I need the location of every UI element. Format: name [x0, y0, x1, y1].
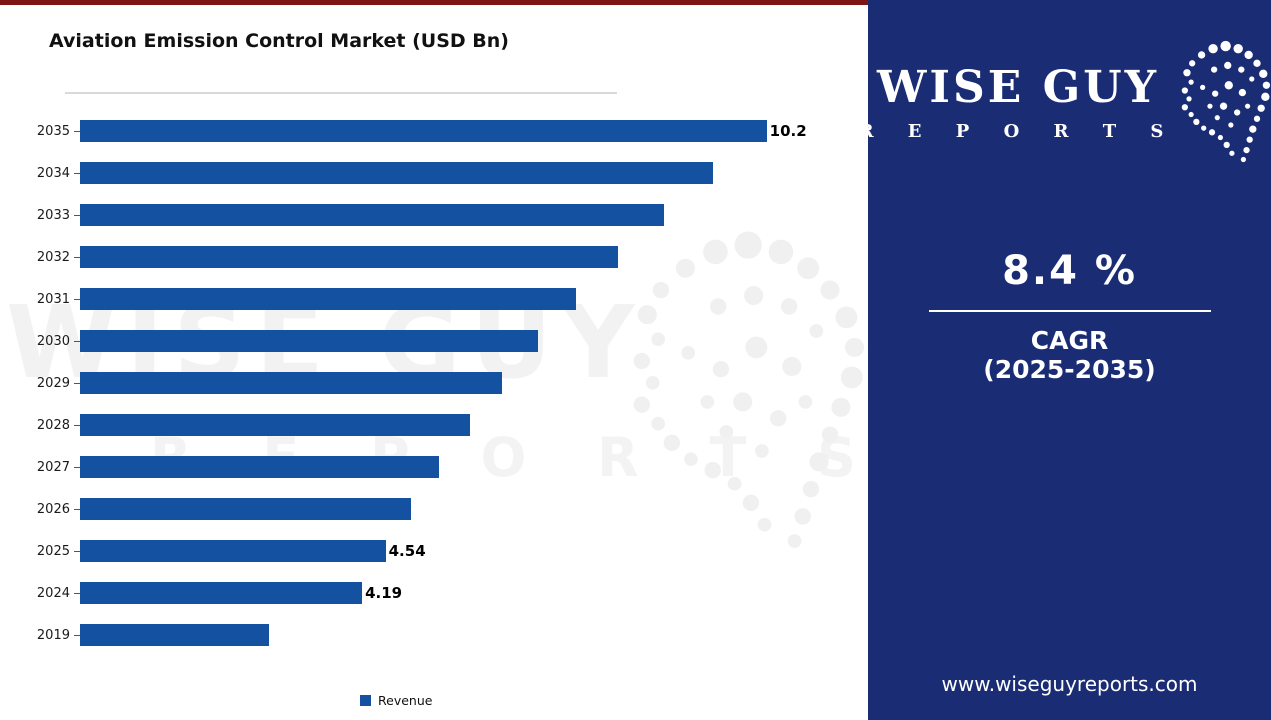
bar: [80, 162, 713, 184]
y-axis-label: 2033: [36, 207, 70, 223]
axis-tick: [74, 634, 80, 636]
dotted-head-icon: [1182, 40, 1271, 163]
axis-tick: [74, 214, 80, 216]
data-label: 4.19: [365, 584, 403, 602]
axis-tick: [74, 256, 80, 258]
bar: [80, 498, 412, 520]
cagr-value: 8.4 %: [1002, 248, 1137, 294]
axis-tick: [74, 508, 80, 510]
bar: [80, 414, 470, 436]
bar-row: 2030: [22, 320, 834, 362]
bar-area: [80, 404, 834, 446]
bar-row: 2029: [22, 362, 834, 404]
data-label: 10.2: [769, 122, 807, 140]
bar-area: [80, 152, 834, 194]
bar-row: 2031: [22, 278, 834, 320]
bar: [80, 288, 577, 310]
y-axis-label: 2028: [36, 417, 70, 433]
bar: [80, 204, 664, 226]
bar-area: [80, 446, 834, 488]
y-axis-label: 2029: [36, 375, 70, 391]
cagr-range: (2025-2035): [983, 355, 1156, 384]
axis-tick: [74, 298, 80, 300]
bar-row: 2034: [22, 152, 834, 194]
axis-tick: [74, 382, 80, 384]
legend-label: Revenue: [378, 693, 433, 708]
y-axis-label: 2031: [36, 291, 70, 307]
bar-chart: 2035 10.2 2034 2033 2032 2031 2030 2029 2028 2027…: [22, 110, 834, 656]
axis-tick: [74, 466, 80, 468]
cagr-title: CAGR: [1030, 326, 1109, 355]
bar-area: 4.54: [80, 530, 834, 572]
bar-row: 2035 10.2: [22, 110, 834, 152]
website-url: www.wiseguyreports.com: [941, 672, 1198, 696]
legend: Revenue: [360, 693, 432, 708]
axis-tick: [74, 424, 80, 426]
bar: [80, 120, 767, 142]
bar-area: [80, 488, 834, 530]
y-axis-label: 2025: [36, 543, 70, 559]
axis-tick: [74, 550, 80, 552]
chart-title: Aviation Emission Control Market (USD Bn…: [49, 30, 509, 52]
bar-area: [80, 236, 834, 278]
axis-tick: [74, 172, 80, 174]
y-axis-label: 2030: [36, 333, 70, 349]
top-accent-strip: [0, 0, 868, 5]
axis-tick: [74, 340, 80, 342]
bar-area: 4.19: [80, 572, 834, 614]
bar-row: 2026: [22, 488, 834, 530]
bar-area: [80, 194, 834, 236]
y-axis-label: 2019: [36, 627, 70, 643]
y-axis-label: 2027: [36, 459, 70, 475]
bar: [80, 582, 363, 604]
bar-area: [80, 320, 834, 362]
bar-area: [80, 614, 834, 656]
brand-logo: WISE GUY R E P O R T S: [859, 38, 1271, 166]
bar-row: 2032: [22, 236, 834, 278]
axis-tick: [74, 592, 80, 594]
bar-row: 2027: [22, 446, 834, 488]
y-axis-label: 2024: [36, 585, 70, 601]
bar: [80, 372, 503, 394]
bar-area: [80, 362, 834, 404]
brand-logo-text: WISE GUY R E P O R T S: [859, 62, 1178, 142]
bar-row: 2024 4.19: [22, 572, 834, 614]
bar: [80, 624, 269, 646]
brand-panel: WISE GUY R E P O R T S 8.4 % CAGR (2025-…: [859, 0, 1271, 720]
bar-area: [80, 278, 834, 320]
axis-tick: [74, 130, 80, 132]
y-axis-label: 2032: [36, 249, 70, 265]
brand-name: WISE GUY: [877, 62, 1159, 113]
title-divider: [65, 92, 617, 94]
data-label: 4.54: [388, 542, 426, 560]
y-axis-label: 2026: [36, 501, 70, 517]
bar: [80, 456, 440, 478]
brand-subname: R E P O R T S: [858, 121, 1178, 142]
legend-swatch: [360, 695, 371, 706]
bar: [80, 330, 538, 352]
bar-area: 10.2: [80, 110, 834, 152]
bar-row: 2033: [22, 194, 834, 236]
y-axis-label: 2035: [36, 123, 70, 139]
bar: [80, 540, 386, 562]
bar-row: 2025 4.54: [22, 530, 834, 572]
y-axis-label: 2034: [36, 165, 70, 181]
bar-row: 2019: [22, 614, 834, 656]
bar-row: 2028: [22, 404, 834, 446]
bar: [80, 246, 618, 268]
cagr-divider: [928, 310, 1211, 312]
